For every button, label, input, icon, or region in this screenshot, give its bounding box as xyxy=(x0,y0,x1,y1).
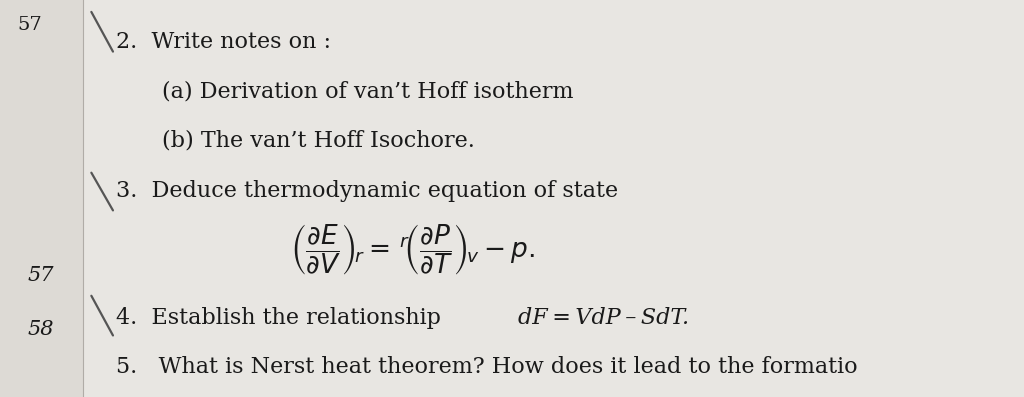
Text: 5.   What is Nerst heat theorem? How does it lead to the formatio: 5. What is Nerst heat theorem? How does … xyxy=(116,356,857,378)
Text: $\left(\dfrac{\partial E}{\partial V}\right)_{\!r} = \,^{r}\!\left(\dfrac{\parti: $\left(\dfrac{\partial E}{\partial V}\ri… xyxy=(290,223,536,277)
Text: (b) The van’t Hoff Isochore.: (b) The van’t Hoff Isochore. xyxy=(162,130,475,152)
Text: 58: 58 xyxy=(28,320,54,339)
Text: 4.  Establish the relationship: 4. Establish the relationship xyxy=(116,306,447,329)
Text: dF = VdP – SdT.: dF = VdP – SdT. xyxy=(518,306,689,329)
FancyBboxPatch shape xyxy=(0,0,84,397)
Text: 57: 57 xyxy=(17,16,42,34)
Text: 57: 57 xyxy=(28,266,54,285)
Text: 3.  Deduce thermodynamic equation of state: 3. Deduce thermodynamic equation of stat… xyxy=(116,179,618,202)
Text: (a) Derivation of van’t Hoff isotherm: (a) Derivation of van’t Hoff isotherm xyxy=(162,80,573,102)
Text: 2.  Write notes on :: 2. Write notes on : xyxy=(116,31,331,53)
